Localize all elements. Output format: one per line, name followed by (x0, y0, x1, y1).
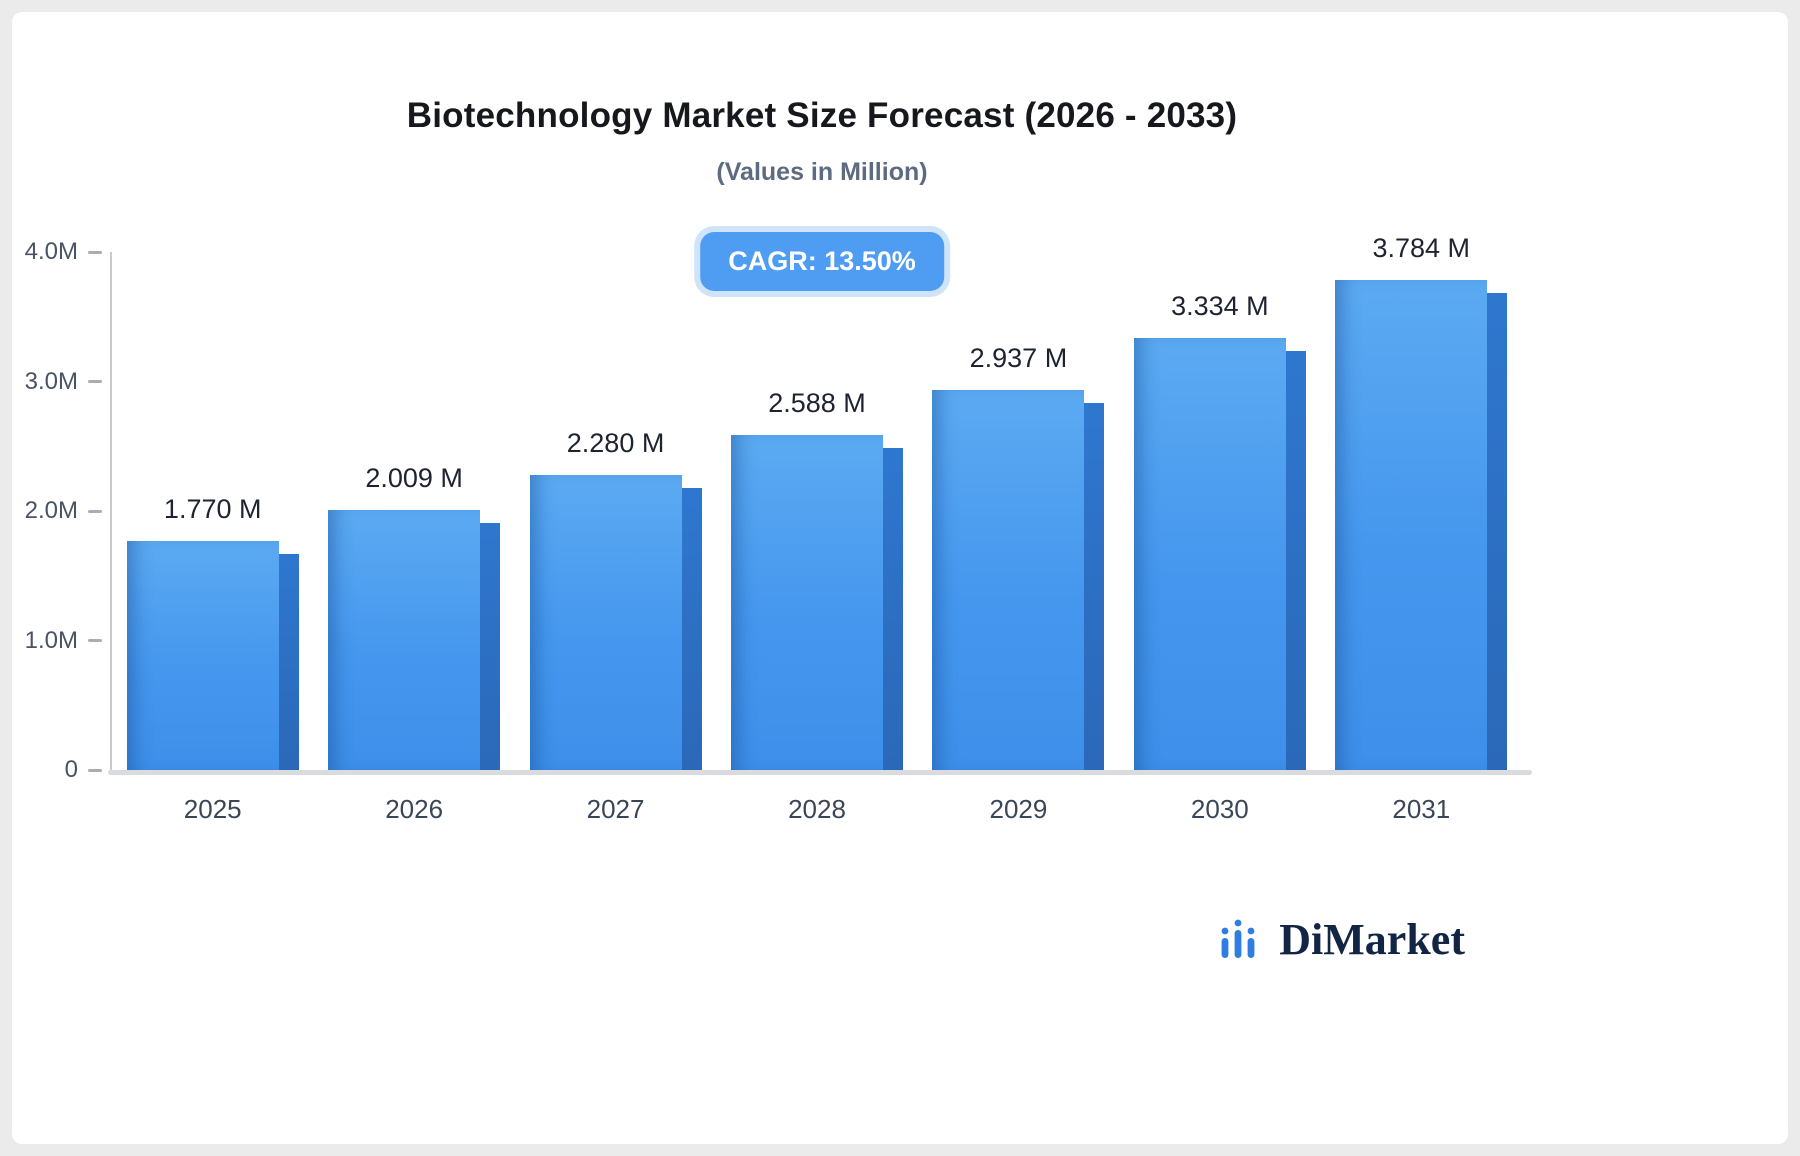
bar-slot: 2.009 M (313, 252, 514, 770)
y-axis: 4.0M 3.0M 2.0M 1.0M 0 (12, 238, 102, 783)
bar (932, 390, 1105, 770)
bar-face (730, 435, 883, 770)
x-axis-labels: 2025 2026 2027 2028 2029 2030 2031 (112, 794, 1522, 834)
bar-side (882, 448, 903, 770)
bar-side (278, 554, 299, 770)
bar-value-label: 2.588 M (768, 388, 866, 418)
y-axis-tick: 3.0M (25, 368, 102, 396)
plot-area: 1.770 M 2.009 M 2.280 M 2.588 M 2.937 M 3.334… (112, 233, 1522, 770)
bar-value-label: 1.770 M (163, 494, 262, 524)
y-axis-tick-label: 2.0M (24, 497, 78, 524)
bar-value-label: 2.937 M (969, 343, 1068, 373)
y-axis-line (110, 252, 112, 772)
x-axis-label: 2027 (586, 794, 645, 824)
chart-card: Biotechnology Market Size Forecast (2026… (12, 12, 1788, 1144)
bar (328, 510, 501, 770)
x-axis-label: 2031 (1392, 794, 1451, 824)
bar-side (1487, 293, 1508, 770)
bar-slot: 2.280 M (515, 252, 716, 770)
bar (1133, 338, 1306, 770)
bar-value-label: 2.009 M (365, 463, 463, 493)
y-axis-tick: 0 (65, 756, 102, 784)
bar-face (1133, 338, 1286, 770)
y-axis-tick-label: 0 (64, 756, 78, 783)
bar-slot: 2.937 M (918, 252, 1119, 770)
bar-slot: 3.334 M (1119, 252, 1320, 770)
bar-slot: 2.588 M (716, 252, 917, 770)
bar-slot: 1.770 M (112, 252, 313, 770)
bar (730, 435, 903, 770)
y-axis-tick: 4.0M (25, 238, 102, 266)
chart-subtitle: (Values in Million) (716, 158, 928, 186)
bar-chart-logo-icon (1221, 919, 1255, 958)
tick-mark (88, 768, 102, 772)
tick-mark (88, 509, 102, 513)
bar-face (529, 475, 682, 770)
bar-face (328, 510, 481, 770)
bar-face (932, 390, 1085, 770)
bar-face (126, 541, 279, 770)
bar-value-label: 3.334 M (1171, 291, 1269, 321)
x-axis-baseline (108, 770, 1532, 775)
bar-face (1335, 280, 1488, 770)
cagr-badge: CAGR: 13.50% (700, 232, 944, 291)
y-axis-tick: 2.0M (25, 497, 102, 525)
bar-value-label: 2.280 M (566, 428, 665, 458)
bar-side (1285, 351, 1306, 770)
bar-value-label: 3.784 M (1372, 233, 1471, 263)
bar (126, 541, 299, 770)
dimarket-logo-text: DiMarket (1279, 915, 1465, 964)
x-axis-label: 2028 (788, 794, 846, 824)
tick-mark (88, 380, 102, 383)
bar-side (480, 523, 501, 770)
x-axis-label: 2029 (989, 794, 1048, 824)
y-axis-tick-label: 3.0M (24, 367, 78, 395)
bar-side (681, 488, 702, 770)
x-axis-label: 2026 (385, 794, 444, 824)
tick-mark (88, 250, 102, 254)
bar-slot: 3.784 M (1321, 233, 1522, 770)
tick-mark (88, 639, 102, 642)
bar (529, 475, 702, 770)
bar-side (1084, 403, 1105, 770)
bar (1335, 280, 1508, 770)
y-axis-tick-label: 4.0M (24, 238, 78, 265)
y-axis-tick-label: 1.0M (24, 626, 78, 654)
chart-title: Biotechnology Market Size Forecast (2026… (406, 96, 1238, 135)
y-axis-tick: 1.0M (25, 627, 102, 655)
x-axis-label: 2030 (1190, 794, 1249, 824)
dimarket-logo: DiMarket (1219, 918, 1465, 962)
x-axis-label: 2025 (183, 794, 242, 824)
